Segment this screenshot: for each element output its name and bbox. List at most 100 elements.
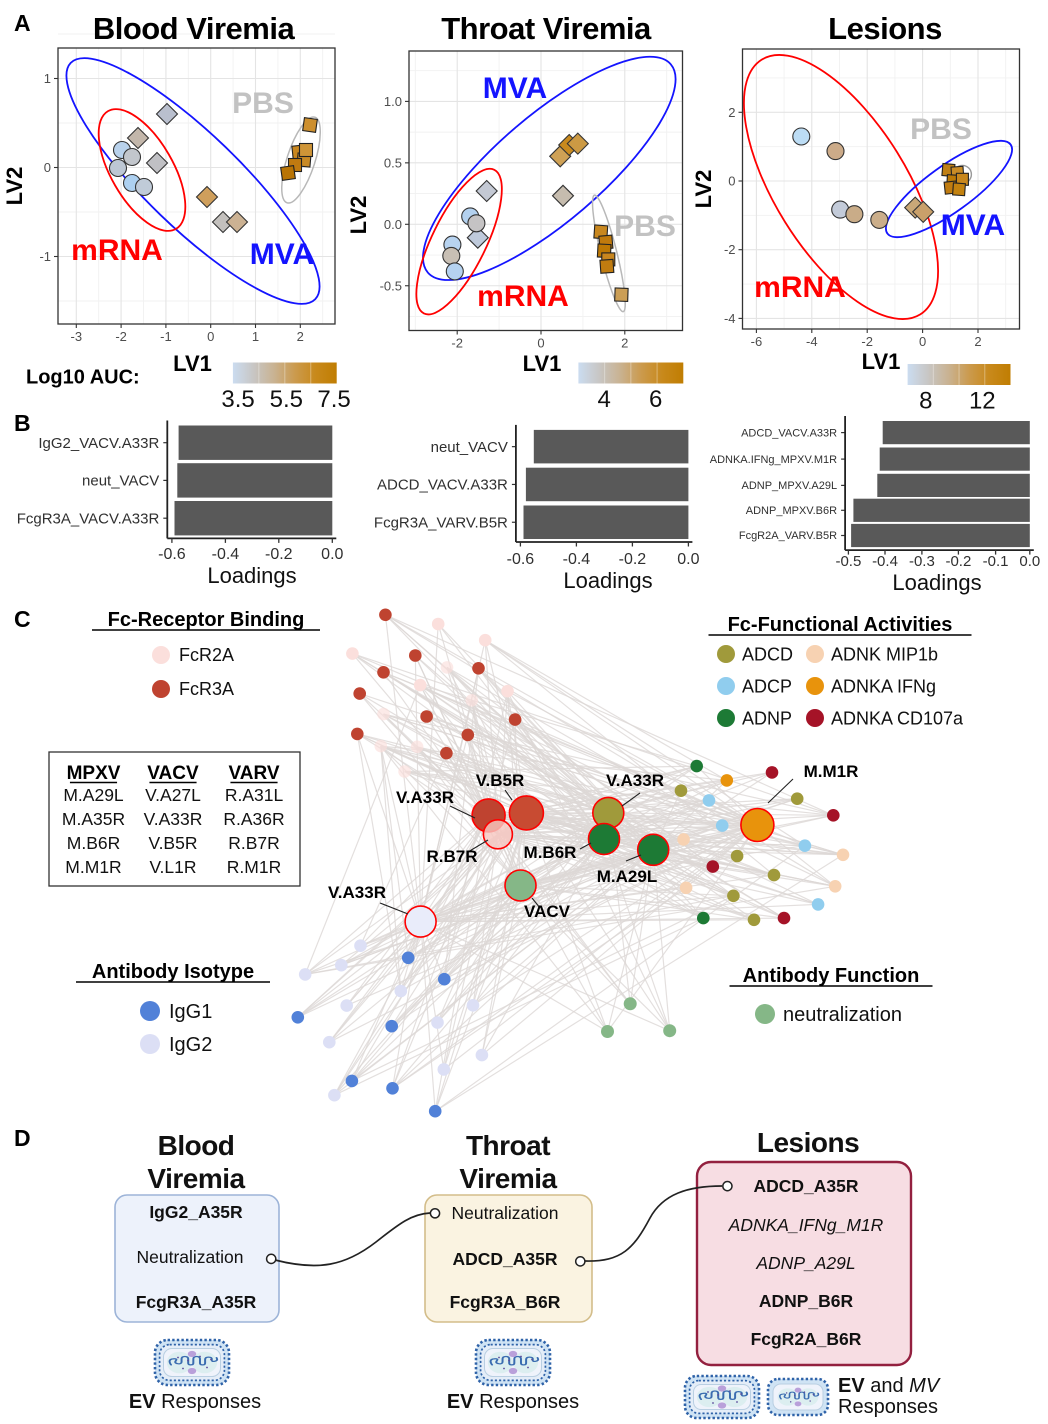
svg-text:EV Responses: EV Responses (129, 1391, 261, 1413)
svg-text:-1: -1 (160, 329, 172, 344)
svg-text:neutralization: neutralization (783, 1004, 902, 1026)
svg-text:0.0: 0.0 (677, 551, 699, 568)
svg-text:R.B7R: R.B7R (426, 847, 477, 866)
svg-text:R.A36R: R.A36R (223, 809, 284, 829)
svg-text:ADCP: ADCP (742, 677, 792, 697)
svg-text:Blood: Blood (158, 1130, 235, 1161)
svg-text:ADNKA IFNg: ADNKA IFNg (831, 677, 936, 697)
svg-text:8: 8 (919, 388, 932, 415)
svg-text:-2: -2 (861, 334, 873, 349)
svg-text:M.A35R: M.A35R (62, 809, 125, 829)
svg-text:IgG1: IgG1 (169, 1001, 212, 1023)
svg-text:VACV: VACV (524, 902, 571, 921)
svg-text:PBS: PBS (232, 87, 294, 120)
svg-text:Lesions: Lesions (828, 11, 942, 46)
svg-text:C: C (14, 606, 31, 632)
svg-text:R.B7R: R.B7R (228, 833, 280, 853)
svg-text:-0.3: -0.3 (909, 553, 935, 570)
svg-text:2: 2 (621, 336, 628, 351)
svg-text:ADNKA_IFNg_M1R: ADNKA_IFNg_M1R (728, 1215, 884, 1235)
svg-text:Log10 AUC:: Log10 AUC: (26, 367, 140, 389)
svg-text:M.M1R: M.M1R (804, 762, 859, 781)
svg-text:4: 4 (598, 386, 611, 413)
svg-text:Fc-Functional Activities: Fc-Functional Activities (728, 614, 953, 636)
svg-text:Blood Viremia: Blood Viremia (93, 11, 296, 46)
svg-text:0: 0 (728, 174, 735, 189)
svg-text:2: 2 (297, 329, 304, 344)
svg-text:LV2: LV2 (346, 196, 371, 235)
svg-text:ADCD_VACV.A33R: ADCD_VACV.A33R (741, 427, 837, 439)
svg-text:6: 6 (649, 386, 662, 413)
svg-text:MVA: MVA (250, 238, 314, 271)
svg-text:EV Responses: EV Responses (447, 1391, 579, 1413)
svg-text:Neutralization: Neutralization (137, 1247, 244, 1267)
svg-text:mRNA: mRNA (71, 234, 163, 267)
svg-text:-0.5: -0.5 (380, 278, 402, 293)
svg-text:LV1: LV1 (523, 351, 562, 376)
svg-text:ADNKA CD107a: ADNKA CD107a (831, 709, 964, 729)
svg-text:neut_VACV: neut_VACV (431, 439, 508, 456)
svg-text:B: B (14, 410, 31, 436)
svg-text:V.B5R: V.B5R (149, 833, 198, 853)
svg-text:-0.6: -0.6 (158, 546, 186, 563)
svg-text:PBS: PBS (614, 210, 676, 243)
svg-text:ADNP: ADNP (742, 709, 792, 729)
svg-text:Responses: Responses (838, 1396, 938, 1418)
svg-text:ADNP_A29L: ADNP_A29L (755, 1253, 855, 1273)
svg-text:1: 1 (44, 71, 51, 86)
svg-text:2: 2 (974, 334, 981, 349)
svg-text:0: 0 (537, 336, 544, 351)
svg-text:V.A33R: V.A33R (328, 883, 386, 902)
svg-text:FcgR3A_VARV.B5R: FcgR3A_VARV.B5R (374, 514, 508, 531)
svg-text:-0.2: -0.2 (619, 551, 647, 568)
svg-text:LV1: LV1 (173, 351, 212, 376)
svg-text:-2: -2 (115, 329, 127, 344)
svg-text:FcR3A: FcR3A (179, 679, 234, 699)
svg-text:Viremia: Viremia (147, 1163, 245, 1194)
svg-text:IgG2: IgG2 (169, 1034, 212, 1056)
svg-text:1: 1 (252, 329, 259, 344)
svg-text:ADCD_VACV.A33R: ADCD_VACV.A33R (377, 477, 508, 494)
svg-text:-0.4: -0.4 (563, 551, 591, 568)
svg-text:R.M1R: R.M1R (227, 857, 281, 877)
svg-text:-0.5: -0.5 (835, 553, 861, 570)
svg-text:7.5: 7.5 (317, 386, 350, 413)
svg-text:Fc-Receptor Binding: Fc-Receptor Binding (108, 609, 305, 631)
svg-text:V.L1R: V.L1R (149, 857, 196, 877)
svg-text:FcgR2A_B6R: FcgR2A_B6R (751, 1329, 862, 1349)
svg-text:M.A29L: M.A29L (63, 785, 124, 805)
svg-text:-0.2: -0.2 (945, 553, 971, 570)
svg-text:Neutralization: Neutralization (452, 1203, 559, 1223)
svg-text:Loadings: Loadings (563, 568, 652, 593)
svg-text:LV1: LV1 (862, 349, 901, 374)
svg-text:FcgR3A_VACV.A33R: FcgR3A_VACV.A33R (17, 510, 160, 527)
svg-text:0: 0 (207, 329, 214, 344)
svg-text:IgG2_A35R: IgG2_A35R (149, 1202, 243, 1222)
svg-text:A: A (14, 10, 31, 36)
svg-text:mRNA: mRNA (477, 280, 569, 313)
svg-text:-2: -2 (724, 242, 736, 257)
svg-text:FcgR2A_VARV.B5R: FcgR2A_VARV.B5R (739, 530, 837, 542)
svg-text:Throat Viremia: Throat Viremia (441, 11, 652, 46)
svg-text:FcR2A: FcR2A (179, 645, 234, 665)
svg-text:-0.6: -0.6 (507, 551, 535, 568)
svg-text:V.A27L: V.A27L (145, 785, 201, 805)
svg-text:ADCD_A35R: ADCD_A35R (452, 1249, 557, 1269)
svg-text:VACV: VACV (147, 763, 199, 784)
svg-text:-4: -4 (806, 334, 818, 349)
svg-text:LV2: LV2 (2, 167, 27, 206)
svg-text:-2: -2 (451, 336, 463, 351)
svg-text:5.5: 5.5 (270, 386, 303, 413)
svg-text:0: 0 (919, 334, 926, 349)
svg-text:V.B5R: V.B5R (476, 771, 525, 790)
svg-text:-0.4: -0.4 (212, 546, 240, 563)
svg-text:mRNA: mRNA (754, 271, 846, 304)
svg-text:MVA: MVA (483, 72, 547, 105)
svg-text:M.M1R: M.M1R (65, 857, 121, 877)
svg-text:0.0: 0.0 (1019, 553, 1040, 570)
svg-text:D: D (14, 1125, 31, 1151)
svg-text:ADNKA.IFNg_MPXV.M1R: ADNKA.IFNg_MPXV.M1R (710, 454, 837, 466)
svg-text:-4: -4 (724, 311, 736, 326)
svg-text:R.A31L: R.A31L (225, 785, 284, 805)
svg-text:ADCD: ADCD (742, 645, 793, 665)
